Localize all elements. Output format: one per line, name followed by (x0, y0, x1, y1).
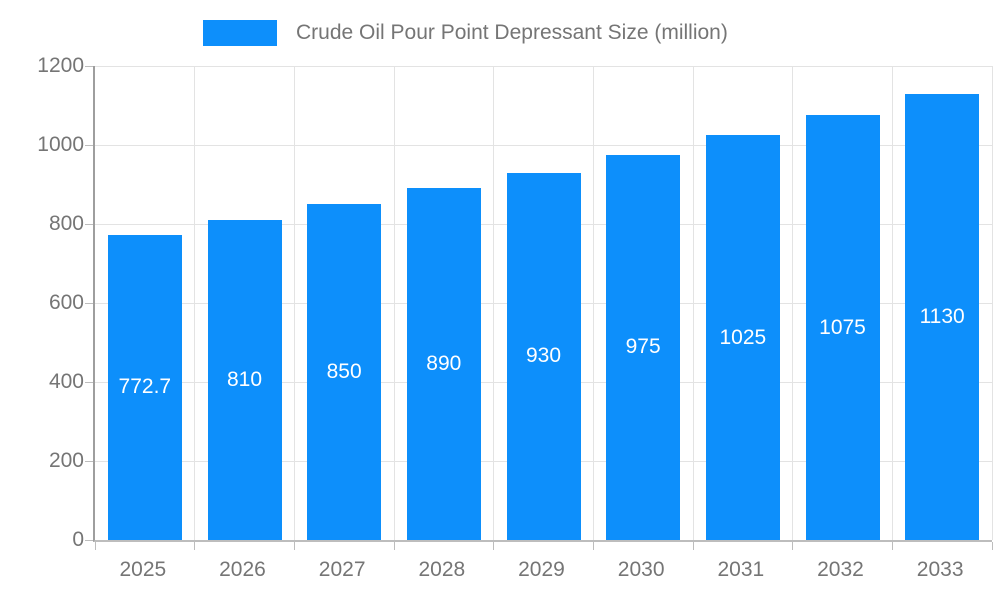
x-axis-tick (94, 542, 96, 550)
gridline-vertical (592, 66, 594, 540)
y-axis-label: 0 (72, 528, 84, 551)
x-axis-label: 2026 (219, 558, 266, 581)
gridline-vertical (792, 66, 794, 540)
y-axis-label: 400 (48, 370, 84, 393)
y-axis-label: 800 (48, 212, 84, 235)
x-axis-tick (692, 542, 694, 550)
gridline-vertical (891, 66, 893, 540)
gridline-horizontal (95, 65, 992, 67)
bar-value-label: 1025 (719, 325, 767, 349)
y-axis-label: 600 (48, 291, 84, 314)
bar: 930 (506, 172, 581, 540)
gridline-vertical (991, 66, 993, 540)
x-axis-tick (194, 542, 196, 550)
x-axis-label: 2028 (418, 558, 466, 581)
x-axis-tick (393, 542, 395, 550)
x-axis-tick (792, 542, 794, 550)
gridline-horizontal (95, 144, 992, 146)
gridline-vertical (493, 66, 495, 540)
y-axis-label: 1200 (37, 54, 84, 77)
y-axis-tick (85, 460, 93, 462)
bar: 810 (207, 220, 282, 540)
bar-value-label: 930 (525, 344, 562, 368)
x-axis-label: 2025 (119, 558, 167, 581)
x-axis-label: 2032 (817, 558, 864, 581)
legend-swatch (203, 20, 277, 46)
plot-area: 772.7 810 850 890 930 975 1025 1075 1130 (85, 65, 993, 550)
y-axis-tick (85, 144, 93, 146)
bar-value-label: 890 (426, 352, 462, 376)
bar: 975 (606, 154, 681, 540)
y-axis-tick (85, 539, 93, 541)
y-axis-tick (85, 223, 93, 225)
gridline-vertical (692, 66, 694, 540)
x-axis-tick (891, 542, 893, 550)
x-axis-label: 2029 (518, 558, 565, 581)
x-axis-tick (991, 542, 993, 550)
x-axis-tick (293, 542, 295, 550)
bar-value-label: 772.7 (118, 375, 172, 399)
legend: Crude Oil Pour Point Depressant Size (mi… (203, 20, 728, 46)
bar: 850 (307, 204, 382, 540)
bar-value-label: 1130 (919, 304, 965, 328)
x-axis-tick (592, 542, 594, 550)
bar: 1025 (705, 135, 780, 540)
y-axis-tick (85, 302, 93, 304)
bar-value-label: 1075 (819, 315, 866, 339)
x-axis-label: 2030 (617, 558, 665, 581)
y-axis-tick (85, 65, 93, 67)
legend-label: Crude Oil Pour Point Depressant Size (mi… (296, 21, 728, 44)
x-axis-label: 2027 (318, 558, 366, 581)
gridline-vertical (194, 66, 196, 540)
bar-value-label: 810 (226, 368, 263, 392)
bar: 772.7 (107, 234, 182, 540)
x-axis-label: 2031 (717, 558, 765, 581)
bar: 1075 (805, 115, 880, 540)
y-axis-label: 200 (48, 449, 84, 472)
bar-value-label: 850 (326, 360, 362, 384)
gridline-vertical (293, 66, 295, 540)
bar: 1130 (905, 93, 980, 540)
y-axis-label: 1000 (37, 133, 84, 156)
x-axis-tick (493, 542, 495, 550)
gridline-vertical (393, 66, 395, 540)
bar-value-label: 975 (625, 335, 661, 359)
bar: 890 (406, 188, 481, 540)
y-axis-tick (85, 381, 93, 383)
x-axis-label: 2033 (916, 558, 964, 581)
